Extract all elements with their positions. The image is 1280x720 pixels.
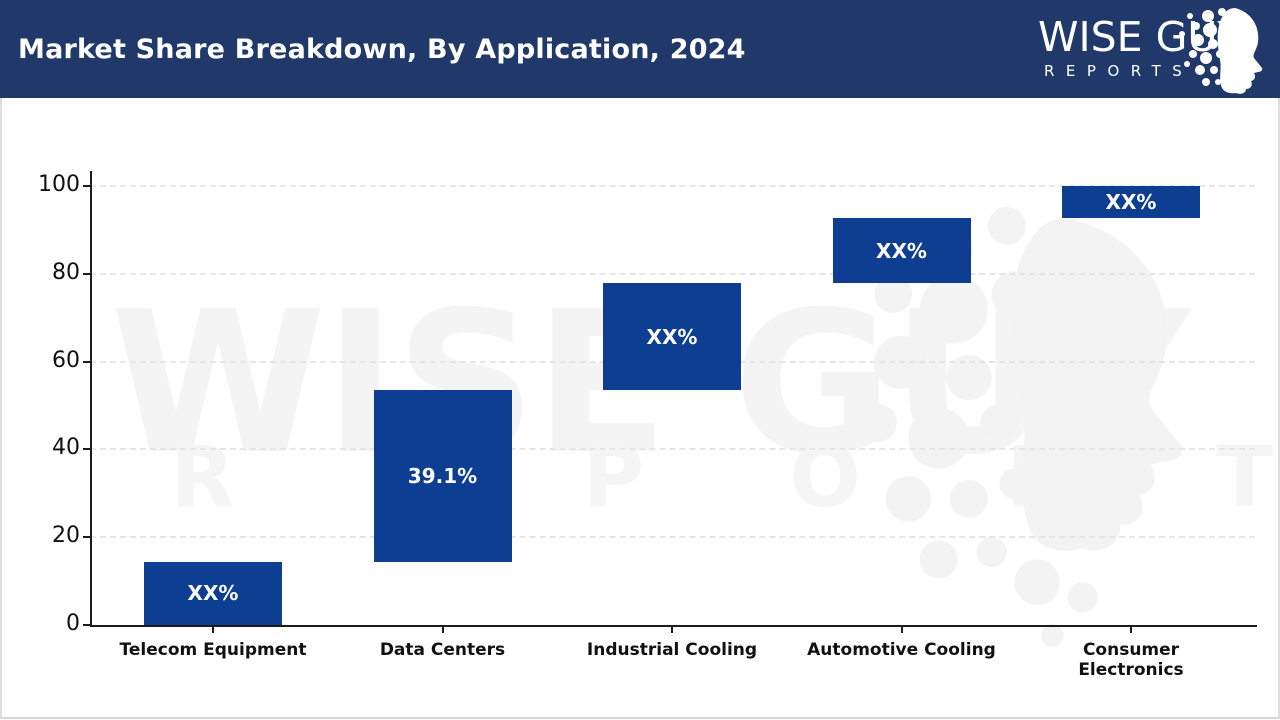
bar-value-label-consumer-electronics: XX% bbox=[1105, 190, 1157, 215]
x-tick-label-4: Consumer Electronics bbox=[1078, 640, 1184, 681]
y-axis-line bbox=[90, 170, 92, 627]
gridline-40 bbox=[90, 448, 1255, 451]
x-tick-2 bbox=[671, 625, 673, 633]
bar-data-centers: 39.1% bbox=[373, 390, 512, 562]
x-tick-label-3: Automotive Cooling bbox=[807, 640, 996, 660]
y-tick-60 bbox=[83, 360, 90, 363]
header-band: Market Share Breakdown, By Application, … bbox=[0, 0, 1280, 98]
y-tick-label-20: 20 bbox=[52, 523, 80, 549]
bar-value-label-industrial-cooling: XX% bbox=[646, 324, 698, 349]
bar-value-label-data-centers: 39.1% bbox=[407, 463, 478, 488]
x-tick-label-2: Industrial Cooling bbox=[586, 640, 758, 660]
chart-title: Market Share Breakdown, By Application, … bbox=[18, 33, 746, 65]
y-tick-80 bbox=[83, 272, 90, 275]
x-tick-3 bbox=[900, 625, 903, 633]
bar-consumer-electronics: XX% bbox=[1062, 186, 1200, 219]
watermark-head-icon bbox=[851, 206, 1183, 647]
x-tick-0 bbox=[212, 625, 214, 633]
x-axis-line bbox=[90, 625, 1257, 627]
gridline-80 bbox=[90, 272, 1255, 275]
y-tick-label-100: 100 bbox=[38, 172, 80, 197]
y-tick-label-40: 40 bbox=[52, 435, 80, 461]
y-tick-0 bbox=[83, 624, 90, 626]
wise-guy-reports-logo: WISE GUY REPORTS bbox=[1038, 8, 1263, 94]
y-tick-label-80: 80 bbox=[52, 259, 80, 285]
y-tick-100 bbox=[83, 185, 90, 187]
x-tick-label-0: Telecom Equipment bbox=[119, 640, 307, 660]
x-tick-label-1: Data Centers bbox=[379, 640, 506, 660]
logo-wordmark: WISE GUY bbox=[1038, 13, 1243, 61]
gridline-20 bbox=[90, 536, 1255, 539]
x-tick-4 bbox=[1130, 625, 1132, 633]
bar-value-label-automotive-cooling: XX% bbox=[876, 238, 927, 263]
bar-value-label-telecom-equipment: XX% bbox=[187, 581, 239, 606]
y-tick-40 bbox=[83, 448, 90, 451]
bar-industrial-cooling: XX% bbox=[603, 283, 741, 391]
bar-telecom-equipment: XX% bbox=[144, 561, 282, 625]
plot-area: WISE GUY R E P O R T S 020406080100XX%39… bbox=[0, 98, 1280, 719]
logo-subtext: REPORTS bbox=[1044, 62, 1193, 80]
y-tick-label-60: 60 bbox=[52, 347, 80, 373]
bar-automotive-cooling: XX% bbox=[832, 218, 971, 284]
y-tick-20 bbox=[83, 536, 90, 539]
dotted-head-icon bbox=[1179, 8, 1263, 94]
y-tick-label-0: 0 bbox=[66, 611, 80, 636]
gridline-100 bbox=[90, 185, 1255, 187]
x-tick-1 bbox=[441, 625, 444, 633]
